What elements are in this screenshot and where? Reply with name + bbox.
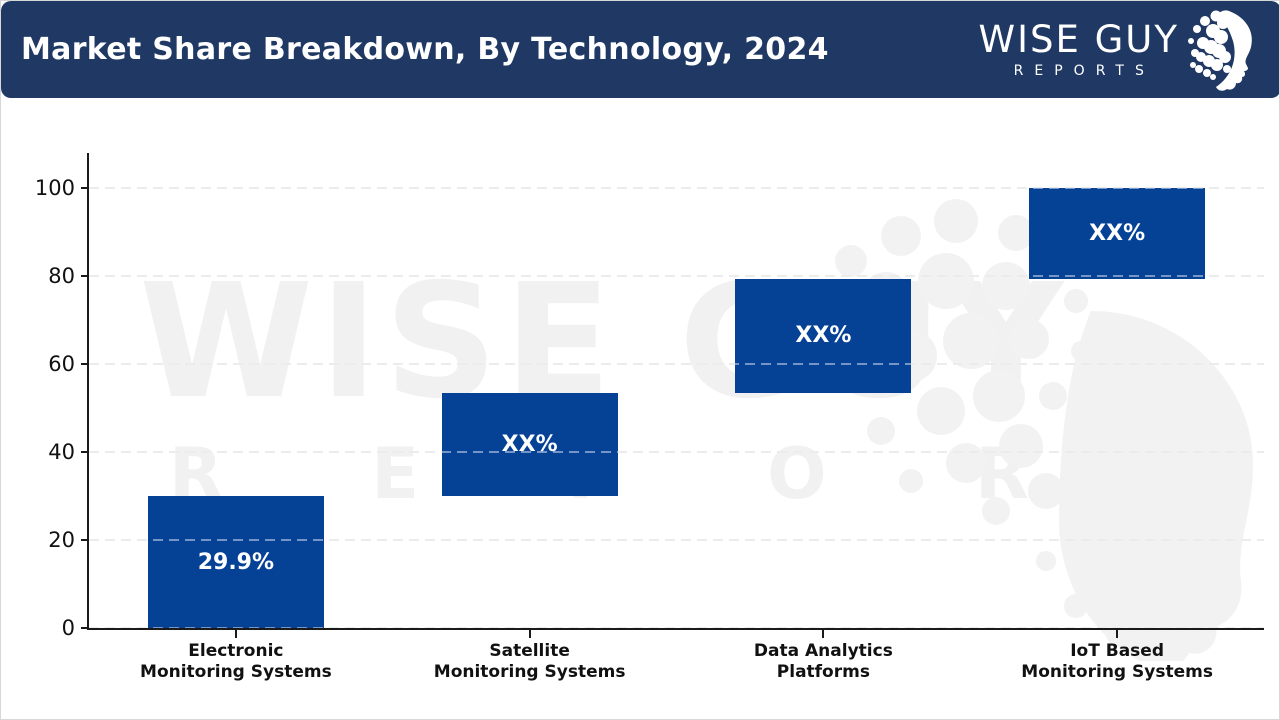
- x-tick-label: IoT Based Monitoring Systems: [987, 641, 1247, 683]
- logo-name: WISE GUY: [978, 17, 1179, 61]
- x-tick-label-line: Monitoring Systems: [1021, 662, 1213, 682]
- gridline-overlay: [89, 275, 1264, 277]
- x-tick: [528, 630, 531, 638]
- gridline-overlay: [89, 539, 1264, 541]
- x-tick-label-line: Monitoring Systems: [140, 662, 332, 682]
- bar-segment: XX%: [1029, 188, 1206, 280]
- header-band: Market Share Breakdown, By Technology, 2…: [1, 1, 1279, 98]
- y-tick-label: 0: [61, 616, 75, 640]
- y-tick: [81, 187, 89, 189]
- logo-face-icon: [1188, 9, 1252, 91]
- bar-value-label: 29.9%: [197, 549, 275, 575]
- bar-value-label: XX%: [1089, 221, 1146, 247]
- y-tick-label: 60: [48, 352, 75, 376]
- x-tick-label: Electronic Monitoring Systems: [106, 641, 366, 683]
- bar-value-label: XX%: [501, 432, 558, 457]
- y-tick: [81, 451, 89, 453]
- x-tick: [234, 630, 237, 638]
- y-tick: [81, 627, 89, 629]
- gridline-overlay: [89, 187, 1264, 189]
- y-tick-label: 80: [48, 264, 75, 288]
- brand-logo: WISE GUY REPORTS: [979, 7, 1257, 93]
- chart-title: Market Share Breakdown, By Technology, 2…: [21, 32, 829, 67]
- gridline-overlay: [89, 363, 1264, 365]
- y-axis-spine: [87, 153, 89, 630]
- bar-segment: 29.9%: [147, 496, 324, 628]
- x-tick-label-line: Satellite: [489, 641, 570, 661]
- x-tick-label-line: Monitoring Systems: [433, 662, 626, 682]
- gridline-overlay: [89, 451, 1264, 453]
- x-tick: [822, 630, 825, 638]
- bar-segment: XX%: [735, 279, 912, 393]
- y-tick: [81, 363, 89, 365]
- x-tick-label-line: Platforms: [776, 662, 870, 682]
- x-tick-label-line: Data Analytics: [753, 641, 893, 661]
- y-tick: [81, 275, 89, 277]
- gridline: [89, 363, 1264, 365]
- bar-value-label: XX%: [795, 323, 852, 349]
- x-tick-label-line: IoT Based: [1070, 641, 1164, 661]
- gridline: [89, 187, 1264, 189]
- x-tick-label: Data Analytics Platforms: [693, 641, 953, 683]
- y-tick-label: 40: [48, 440, 75, 464]
- y-tick: [81, 539, 89, 541]
- gridline: [89, 451, 1264, 453]
- gridline: [89, 275, 1264, 277]
- logo-subtitle: REPORTS: [1013, 62, 1155, 79]
- gridline: [89, 539, 1264, 541]
- x-tick-label-line: Electronic: [188, 641, 284, 661]
- x-axis-spine: [87, 628, 1264, 630]
- y-tick-label: 100: [34, 176, 75, 200]
- bar-segment: XX%: [441, 392, 618, 497]
- logo-wordmark: WISE GUY REPORTS: [979, 21, 1179, 79]
- x-tick: [1116, 630, 1119, 638]
- x-tick-label: Satellite Monitoring Systems: [400, 641, 660, 683]
- y-tick-label: 20: [48, 528, 75, 552]
